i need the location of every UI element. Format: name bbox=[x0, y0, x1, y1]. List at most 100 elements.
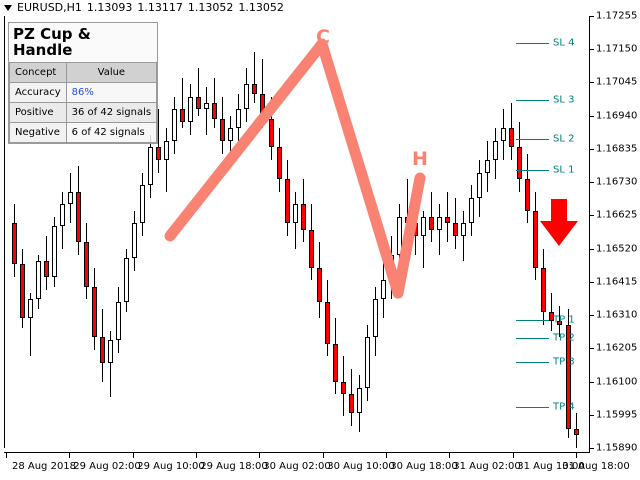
candle-body bbox=[108, 340, 113, 363]
candle-body bbox=[453, 223, 458, 236]
candle-body bbox=[172, 109, 177, 141]
time-axis[interactable]: 28 Aug 2018 29 Aug 02:00 29 Aug 10:00 29 Au… bbox=[0, 453, 640, 480]
candle-body bbox=[557, 321, 562, 325]
candle-body bbox=[220, 118, 225, 141]
candle-wick bbox=[166, 128, 167, 192]
price-tick bbox=[590, 49, 594, 51]
stats-table: Concept Value Accuracy 86% Positive 36 of 42 … bbox=[9, 62, 158, 143]
price-tick bbox=[590, 115, 594, 117]
time-tick bbox=[576, 453, 577, 458]
panel-title: PZ Cup & Handle bbox=[9, 23, 157, 62]
time-tick bbox=[133, 453, 134, 458]
level-label: TP 3 bbox=[553, 356, 575, 368]
candle-body bbox=[389, 254, 394, 281]
candle-body bbox=[277, 147, 282, 179]
price-tick bbox=[590, 281, 594, 283]
level-line bbox=[516, 43, 549, 44]
candle-wick bbox=[158, 109, 159, 173]
candle-body bbox=[116, 302, 121, 341]
price-tick-label: 1.16205 bbox=[596, 342, 638, 354]
candle-wick bbox=[559, 305, 560, 338]
candle-body bbox=[188, 96, 193, 123]
candle-body bbox=[541, 267, 546, 312]
quote-high: 1.13117 bbox=[137, 1, 183, 14]
cup-point-label: C bbox=[316, 26, 330, 48]
candle-body bbox=[509, 128, 514, 148]
candle-wick bbox=[230, 115, 231, 167]
price-tick bbox=[590, 82, 594, 84]
candle-body bbox=[357, 387, 362, 414]
price-axis[interactable]: 1.17255 1.17150 1.17045 1.16940 1.16835 1.167… bbox=[590, 11, 640, 456]
level-label: SL 1 bbox=[553, 164, 575, 176]
stats-row-key: Accuracy bbox=[9, 82, 67, 103]
candle-body bbox=[381, 280, 386, 300]
candle-body bbox=[204, 103, 209, 110]
candle-wick bbox=[30, 292, 31, 357]
candle-body bbox=[12, 223, 17, 265]
candle-body bbox=[501, 128, 506, 141]
candle-body bbox=[76, 191, 81, 243]
candle-body bbox=[437, 216, 442, 230]
candle-body bbox=[148, 147, 153, 186]
quote-low: 1.13052 bbox=[187, 1, 234, 14]
candle-body bbox=[140, 185, 145, 224]
level-line bbox=[516, 320, 549, 321]
candle-body bbox=[461, 223, 466, 236]
price-tick-label: 1.16730 bbox=[596, 176, 638, 188]
stats-row-value: 36 of 42 signals bbox=[65, 102, 158, 123]
level-label: SL 2 bbox=[553, 133, 575, 145]
chart-axis-left bbox=[4, 16, 5, 448]
price-tick bbox=[590, 381, 594, 383]
stats-header-row: Concept Value bbox=[9, 62, 158, 83]
candle-body bbox=[180, 109, 185, 123]
level-line bbox=[516, 338, 549, 339]
candle-body bbox=[44, 261, 49, 278]
price-tick-label: 1.16940 bbox=[596, 110, 638, 122]
level-line bbox=[516, 139, 549, 140]
stats-header-value: Value bbox=[65, 62, 158, 83]
time-tick-label: 29 Aug 02:00 bbox=[73, 461, 141, 472]
time-tick bbox=[449, 453, 450, 458]
level-label: TP 4 bbox=[553, 401, 575, 413]
time-tick bbox=[259, 453, 260, 458]
candle-body bbox=[405, 216, 410, 224]
price-tick-label: 1.15995 bbox=[596, 409, 638, 421]
candle-body bbox=[309, 229, 314, 268]
time-tick bbox=[6, 453, 7, 458]
candle-body bbox=[92, 286, 97, 338]
candle-body bbox=[349, 394, 354, 414]
candle-body bbox=[341, 381, 346, 395]
quote-close: 1.13052 bbox=[238, 1, 284, 14]
candle-body bbox=[36, 261, 41, 300]
time-tick-label: 31 Aug 18:00 bbox=[562, 461, 630, 472]
level-line bbox=[516, 170, 549, 171]
candle-wick bbox=[206, 87, 207, 135]
level-label: TP 2 bbox=[553, 332, 575, 344]
quote-open: 1.13093 bbox=[86, 1, 133, 14]
stats-row-key: Negative bbox=[9, 122, 67, 143]
price-tick bbox=[590, 16, 594, 17]
stats-row: Accuracy 86% bbox=[9, 82, 158, 103]
price-tick bbox=[590, 248, 594, 250]
triangle-down-icon[interactable] bbox=[4, 4, 12, 11]
candle-body bbox=[156, 147, 161, 160]
candle-body bbox=[196, 96, 201, 110]
candle-body bbox=[373, 299, 378, 338]
candle-body bbox=[317, 267, 322, 303]
handle-point-label: H bbox=[412, 148, 428, 170]
candle-wick bbox=[463, 210, 464, 262]
time-tick bbox=[69, 453, 70, 458]
candle-body bbox=[244, 84, 249, 110]
candle-body bbox=[549, 311, 554, 322]
chart-axis-bottom bbox=[4, 452, 590, 453]
candle-body bbox=[533, 210, 538, 268]
candle-body bbox=[293, 204, 298, 224]
time-tick bbox=[323, 453, 324, 458]
candle-body bbox=[164, 141, 169, 160]
chart-plot-area[interactable]: SL 4 SL 3 SL 2 SL 1 TP 1 TP 2 TP 3 TP 4 bbox=[4, 16, 590, 448]
candle-body bbox=[445, 216, 450, 224]
candle-body bbox=[333, 343, 338, 382]
price-tick-label: 1.16100 bbox=[596, 376, 638, 388]
candle-body bbox=[517, 147, 522, 179]
